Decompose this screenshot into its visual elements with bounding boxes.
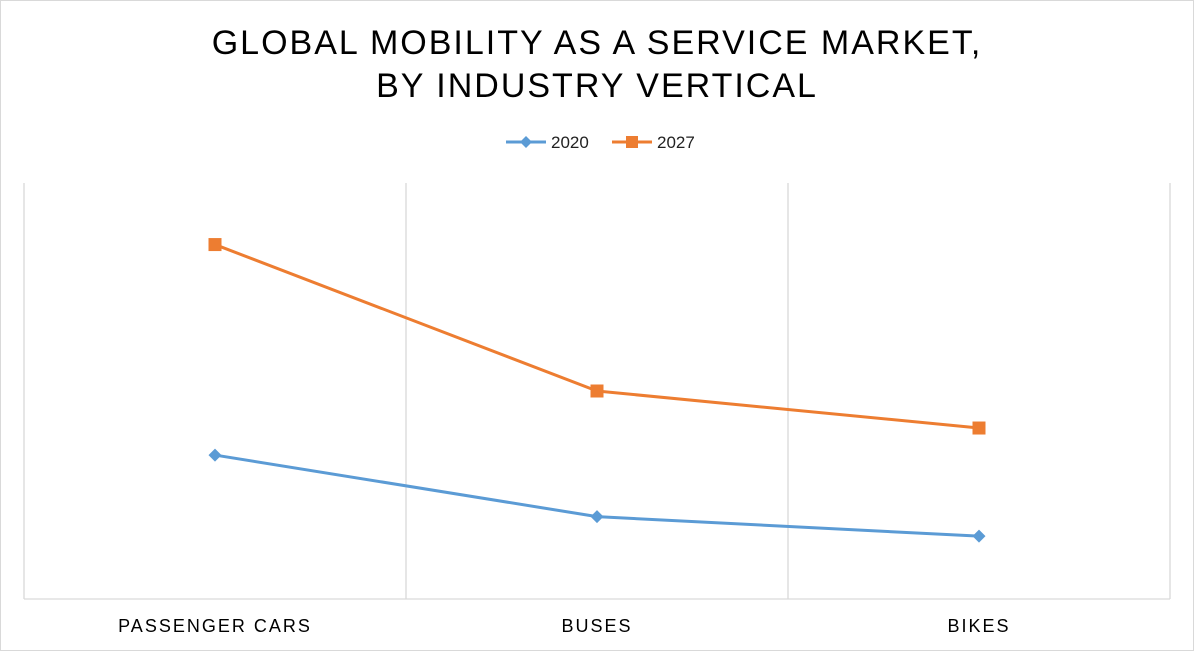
chart-title-line-1: GLOBAL MOBILITY AS A SERVICE MARKET, bbox=[211, 24, 983, 62]
x-tick-label: PASSENGER CARS bbox=[118, 616, 312, 636]
legend-label: 2020 bbox=[551, 133, 589, 152]
data-point-2027 bbox=[208, 238, 222, 252]
data-point-2027 bbox=[590, 384, 604, 398]
x-tick-label: BUSES bbox=[561, 616, 632, 636]
data-point-2027 bbox=[972, 421, 986, 435]
legend-label: 2027 bbox=[657, 133, 695, 152]
series-line-2027 bbox=[214, 243, 980, 430]
chart-title-line-2: BY INDUSTRY VERTICAL bbox=[376, 67, 818, 105]
data-point-2020 bbox=[590, 510, 604, 524]
series-line-2020 bbox=[214, 453, 980, 538]
x-tick-label: BIKES bbox=[947, 616, 1010, 636]
legend-marker-2020 bbox=[520, 136, 532, 148]
legend-marker-2027 bbox=[626, 136, 638, 148]
data-point-2020 bbox=[972, 529, 986, 543]
data-point-2020 bbox=[208, 448, 222, 462]
